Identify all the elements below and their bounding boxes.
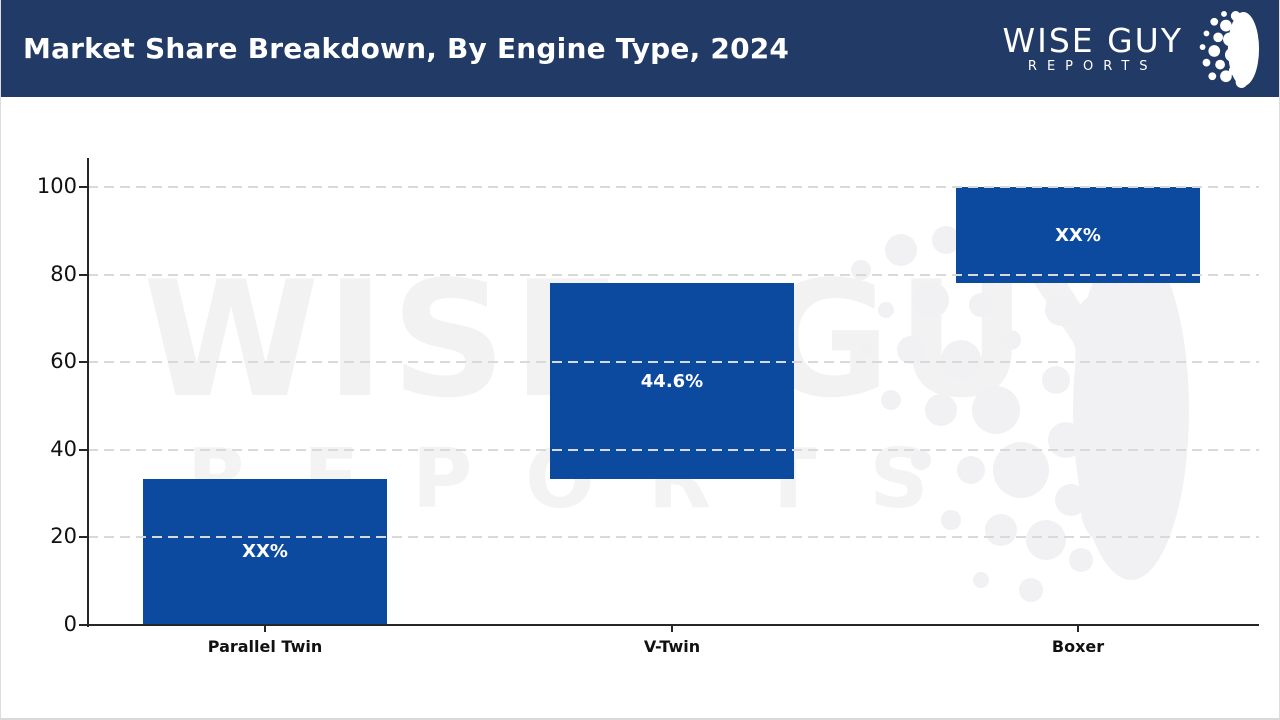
y-axis-tick: [79, 361, 87, 364]
y-axis-tick-label: 0: [63, 612, 77, 636]
y-axis-tick: [79, 186, 87, 188]
bar-value-label: XX%: [1055, 224, 1101, 246]
logo-wordmark: WISE GUY: [1002, 20, 1183, 60]
x-axis-tick: [264, 626, 266, 632]
x-axis-category-label: Boxer: [1051, 637, 1105, 656]
y-axis-tick-label: 60: [50, 349, 77, 374]
y-axis-tick-label: 80: [50, 261, 77, 286]
gridline: [88, 186, 1259, 188]
watermark-face-icon: [851, 226, 1189, 602]
gridline: [88, 273, 1259, 276]
x-axis-line: [87, 624, 1259, 626]
bar-value-label: 44.6%: [640, 370, 704, 392]
y-axis-tick-label: 20: [50, 524, 77, 549]
wise-guy-reports-logo: WISE GUY REPORTS: [1002, 7, 1261, 91]
bar-v-twin: 44.6%: [550, 283, 794, 479]
x-axis-tick: [1077, 626, 1079, 632]
bar-boxer: XX%: [956, 187, 1200, 284]
y-axis-line: [87, 158, 89, 627]
gridline: [88, 536, 1259, 539]
x-axis-tick: [671, 626, 673, 632]
y-axis-tick-label: 100: [36, 174, 77, 198]
bar-parallel-twin: XX%: [143, 478, 387, 625]
y-axis-tick-label: 40: [50, 436, 77, 461]
x-axis-category-label: Parallel Twin: [207, 637, 323, 656]
bar-value-label: XX%: [242, 541, 288, 563]
logo-text: WISE GUY REPORTS: [1002, 20, 1183, 74]
gridline: [88, 361, 1259, 364]
gridline: [88, 448, 1259, 451]
page-title: Market Share Breakdown, By Engine Type, …: [23, 32, 790, 65]
y-axis-tick: [79, 273, 87, 276]
header-bar: Market Share Breakdown, By Engine Type, …: [1, 0, 1279, 97]
y-axis-tick: [79, 624, 87, 626]
x-axis-category-label: V-Twin: [643, 637, 701, 656]
y-axis-tick: [79, 448, 87, 451]
logo-subtext: REPORTS: [1027, 58, 1158, 74]
y-axis-tick: [79, 536, 87, 539]
logo-face-icon: [1199, 10, 1260, 88]
